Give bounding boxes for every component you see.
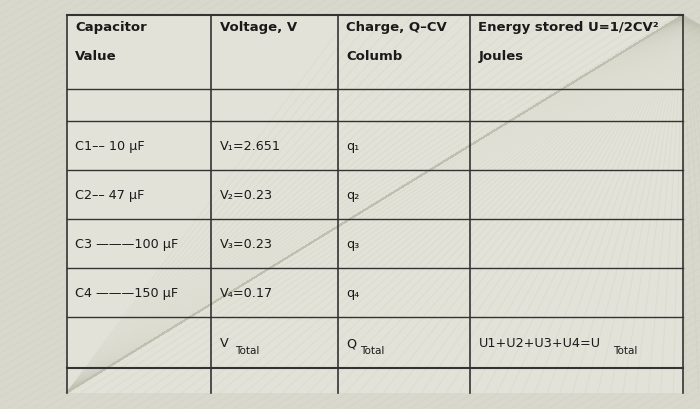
Text: q₄: q₄ [346,286,359,299]
Text: V₂=0.23: V₂=0.23 [220,189,273,202]
Text: q₃: q₃ [346,238,359,250]
Text: C2–– 47 μF: C2–– 47 μF [75,189,144,202]
Text: Value: Value [75,50,116,63]
Text: Total: Total [612,345,637,355]
Text: V₄=0.17: V₄=0.17 [220,286,273,299]
Bar [66,16,682,393]
Text: Energy stored U=1/2CV²: Energy stored U=1/2CV² [478,20,659,34]
Text: q₂: q₂ [346,189,359,202]
Text: Charge, Q–CV: Charge, Q–CV [346,20,447,34]
Text: V₃=0.23: V₃=0.23 [220,238,273,250]
Text: Q: Q [346,336,356,349]
Text: Columb: Columb [346,50,402,63]
Text: C1–– 10 μF: C1–– 10 μF [75,140,144,153]
Text: V: V [220,336,228,349]
Text: q₁: q₁ [346,140,359,153]
Text: Joules: Joules [478,50,524,63]
Text: Capacitor: Capacitor [75,20,146,34]
Text: U1+U2+U3+U4=U: U1+U2+U3+U4=U [478,336,601,349]
Text: Total: Total [360,345,384,355]
Text: V₁=2.651: V₁=2.651 [220,140,281,153]
Text: C3 ———100 μF: C3 ———100 μF [75,238,178,250]
Text: Voltage, V: Voltage, V [220,20,297,34]
Text: Total: Total [235,345,260,355]
Text: C4 ———150 μF: C4 ———150 μF [75,286,178,299]
